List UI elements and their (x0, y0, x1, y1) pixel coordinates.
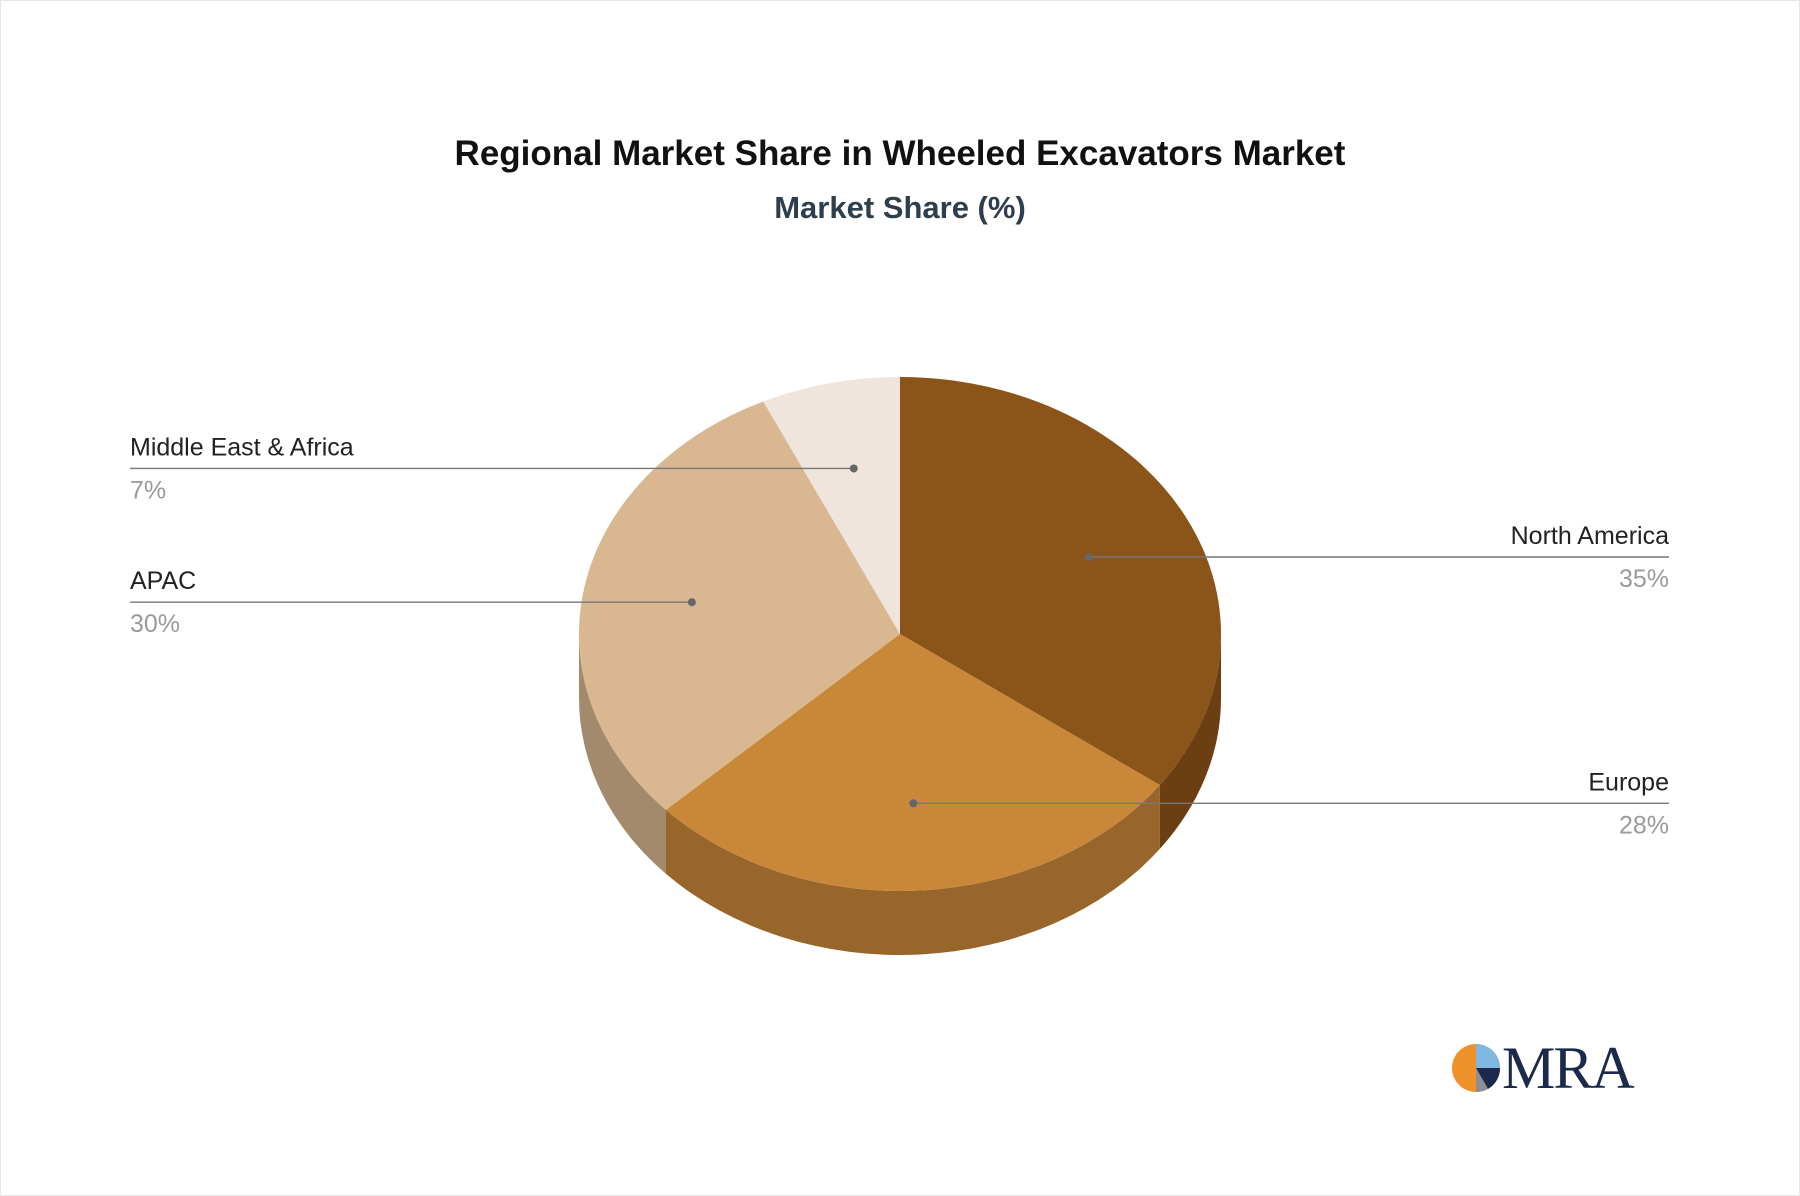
pie-labels: North America 35% Europe 28% APAC 30% Middle E… (130, 433, 1669, 839)
pie-side-north-america (1159, 634, 1221, 850)
pie-slice-europe[interactable] (666, 634, 1160, 891)
logo-text: MRA (1502, 1035, 1635, 1101)
pie-side-europe (666, 785, 1160, 955)
chart-title: Regional Market Share in Wheeled Excavat… (454, 134, 1346, 173)
leader-dot-middle-east-and-africa (849, 464, 858, 473)
value-apac: 30% (130, 610, 180, 638)
pie-side-apac (579, 634, 667, 874)
pie-slice-apac[interactable] (579, 401, 900, 810)
pie-sides (579, 634, 1221, 955)
mra-logo: MRA (1450, 1035, 1650, 1101)
value-middle-east-and-africa: 7% (130, 476, 166, 504)
label-north-america: North America (1511, 522, 1669, 550)
label-apac: APAC (130, 567, 196, 595)
leader-dot-apac (687, 598, 696, 607)
pie-slice-middle-east-and-africa[interactable] (763, 377, 900, 634)
label-middle-east-and-africa: Middle East & Africa (130, 433, 354, 461)
leader-dot-europe (909, 799, 918, 808)
pie-slices (579, 377, 1221, 891)
label-europe: Europe (1588, 768, 1669, 796)
value-north-america: 35% (1619, 565, 1669, 593)
pie-slice-north-america[interactable] (900, 377, 1221, 786)
pie-logo-icon (1452, 1044, 1501, 1093)
chart-subtitle: Market Share (%) (774, 190, 1026, 225)
leader-dot-north-america (1084, 552, 1093, 561)
value-europe: 28% (1619, 811, 1669, 839)
